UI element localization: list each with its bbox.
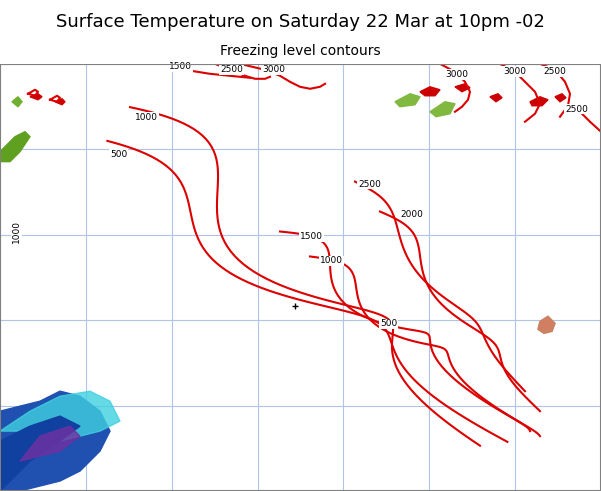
Polygon shape [555,94,566,102]
Polygon shape [538,316,555,333]
Polygon shape [0,132,30,162]
Text: 2500: 2500 [565,105,588,114]
Text: 2000: 2000 [400,210,423,218]
Text: Surface Temperature on Saturday 22 Mar at 10pm -02: Surface Temperature on Saturday 22 Mar a… [56,13,545,31]
Polygon shape [20,426,80,461]
Text: 1500: 1500 [300,233,323,242]
Polygon shape [490,94,502,102]
Text: 1000: 1000 [320,256,343,266]
Polygon shape [430,102,455,117]
Text: 1000: 1000 [12,220,21,244]
Polygon shape [0,391,120,441]
Text: 3000: 3000 [262,65,285,74]
Polygon shape [530,97,548,106]
Polygon shape [455,84,470,92]
Text: 2500: 2500 [220,65,243,74]
Text: 1500: 1500 [169,62,192,71]
Polygon shape [420,87,440,96]
Polygon shape [0,416,80,491]
Text: 2500: 2500 [358,180,381,189]
Polygon shape [538,316,555,333]
Text: 1000: 1000 [135,113,158,122]
Polygon shape [12,97,22,107]
Text: 500: 500 [380,319,397,328]
Text: 3000: 3000 [503,67,526,76]
Polygon shape [395,94,420,107]
Polygon shape [0,391,110,491]
Text: Freezing level contours: Freezing level contours [220,44,381,58]
Text: 2500: 2500 [543,67,566,76]
Text: 3000: 3000 [445,70,468,79]
Polygon shape [30,94,42,100]
Polygon shape [55,99,65,105]
Text: 500: 500 [110,150,127,159]
